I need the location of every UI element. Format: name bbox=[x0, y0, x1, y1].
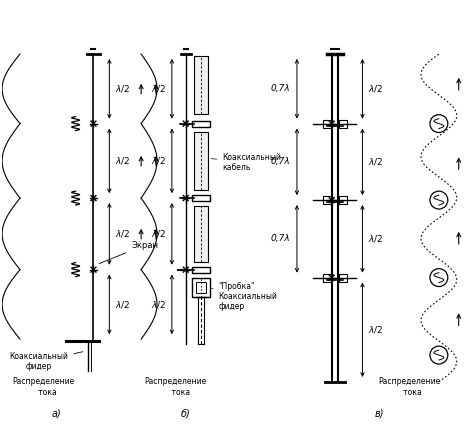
Text: $\lambda/2$: $\lambda/2$ bbox=[115, 155, 130, 166]
Text: $\lambda/2$: $\lambda/2$ bbox=[115, 299, 130, 310]
Bar bbox=[191, 278, 210, 297]
Text: а): а) bbox=[52, 409, 62, 419]
Text: Распределение
   тока: Распределение тока bbox=[378, 377, 440, 397]
Text: Распределение
    тока: Распределение тока bbox=[145, 377, 207, 397]
Bar bbox=[338, 119, 346, 128]
Text: Экран: Экран bbox=[99, 241, 158, 264]
Bar bbox=[194, 131, 208, 190]
Circle shape bbox=[430, 346, 448, 364]
Bar bbox=[323, 196, 331, 204]
Text: б): б) bbox=[181, 409, 191, 419]
Bar bbox=[191, 195, 210, 201]
Bar bbox=[338, 196, 346, 204]
Text: 0,7λ: 0,7λ bbox=[270, 235, 290, 244]
Text: 0,7λ: 0,7λ bbox=[270, 84, 290, 93]
Text: $\lambda/2$: $\lambda/2$ bbox=[115, 83, 130, 94]
Bar bbox=[196, 282, 206, 294]
Text: Распределение
   тока: Распределение тока bbox=[13, 377, 75, 397]
Text: $\lambda/2$: $\lambda/2$ bbox=[151, 155, 166, 166]
Bar bbox=[338, 273, 346, 282]
Text: $\lambda/2$: $\lambda/2$ bbox=[151, 83, 166, 94]
Text: $\lambda/2$: $\lambda/2$ bbox=[368, 233, 383, 244]
Text: в): в) bbox=[374, 409, 384, 419]
Text: $\lambda/2$: $\lambda/2$ bbox=[368, 156, 383, 167]
Text: 0,7λ: 0,7λ bbox=[270, 158, 290, 166]
Bar bbox=[194, 56, 208, 114]
Bar bbox=[191, 121, 210, 127]
Bar bbox=[323, 119, 331, 128]
Bar bbox=[323, 273, 331, 282]
Text: $\lambda/2$: $\lambda/2$ bbox=[151, 299, 166, 310]
Bar bbox=[191, 267, 210, 273]
Bar bbox=[194, 206, 208, 262]
Circle shape bbox=[430, 191, 448, 209]
Text: Коаксиальный
кабель: Коаксиальный кабель bbox=[211, 153, 282, 172]
Circle shape bbox=[430, 269, 448, 286]
Circle shape bbox=[430, 115, 448, 133]
Text: $\lambda/2$: $\lambda/2$ bbox=[368, 83, 383, 94]
Text: Коаксиальный
фидер: Коаксиальный фидер bbox=[9, 351, 83, 371]
Text: $\lambda/2$: $\lambda/2$ bbox=[151, 229, 166, 239]
Text: $\lambda/2$: $\lambda/2$ bbox=[368, 324, 383, 335]
Text: "Пробка"
Коаксиальный
фидер: "Пробка" Коаксиальный фидер bbox=[211, 282, 277, 312]
Text: $\lambda/2$: $\lambda/2$ bbox=[115, 229, 130, 239]
